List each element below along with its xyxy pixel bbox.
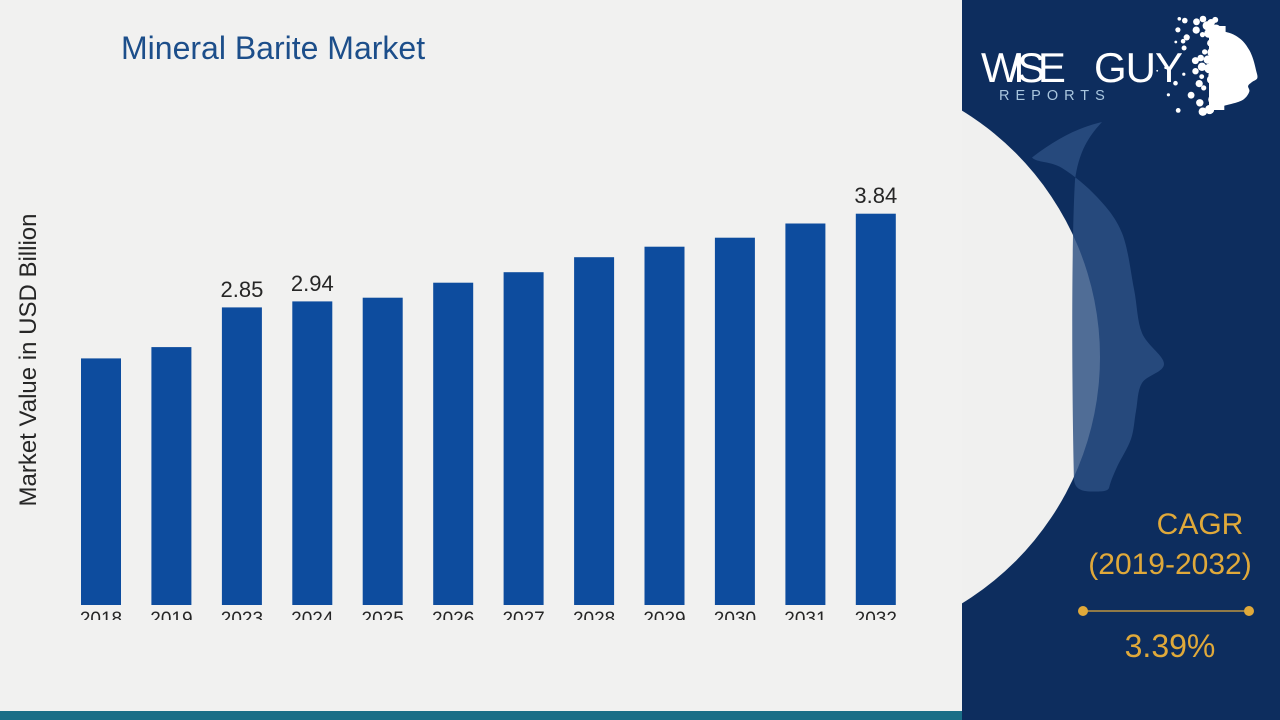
svg-text:2025: 2025 bbox=[362, 609, 404, 620]
svg-text:2018: 2018 bbox=[80, 609, 122, 620]
svg-text:2019: 2019 bbox=[150, 609, 192, 620]
svg-text:WISE: WISE bbox=[981, 44, 1065, 91]
svg-text:2032: 2032 bbox=[855, 609, 897, 620]
svg-text:2031: 2031 bbox=[784, 609, 826, 620]
svg-text:2024: 2024 bbox=[291, 609, 334, 620]
svg-text:2.94: 2.94 bbox=[291, 271, 334, 296]
svg-text:2028: 2028 bbox=[573, 609, 615, 620]
svg-text:2026: 2026 bbox=[432, 609, 474, 620]
svg-text:2.85: 2.85 bbox=[220, 277, 263, 302]
svg-text:GUY: GUY bbox=[1094, 44, 1183, 91]
svg-text:3.84: 3.84 bbox=[854, 183, 897, 208]
svg-text:REPORTS: REPORTS bbox=[999, 88, 1111, 104]
svg-text:2027: 2027 bbox=[502, 609, 544, 620]
svg-text:2029: 2029 bbox=[643, 609, 685, 620]
svg-text:2023: 2023 bbox=[221, 609, 263, 620]
svg-text:2030: 2030 bbox=[714, 609, 756, 620]
